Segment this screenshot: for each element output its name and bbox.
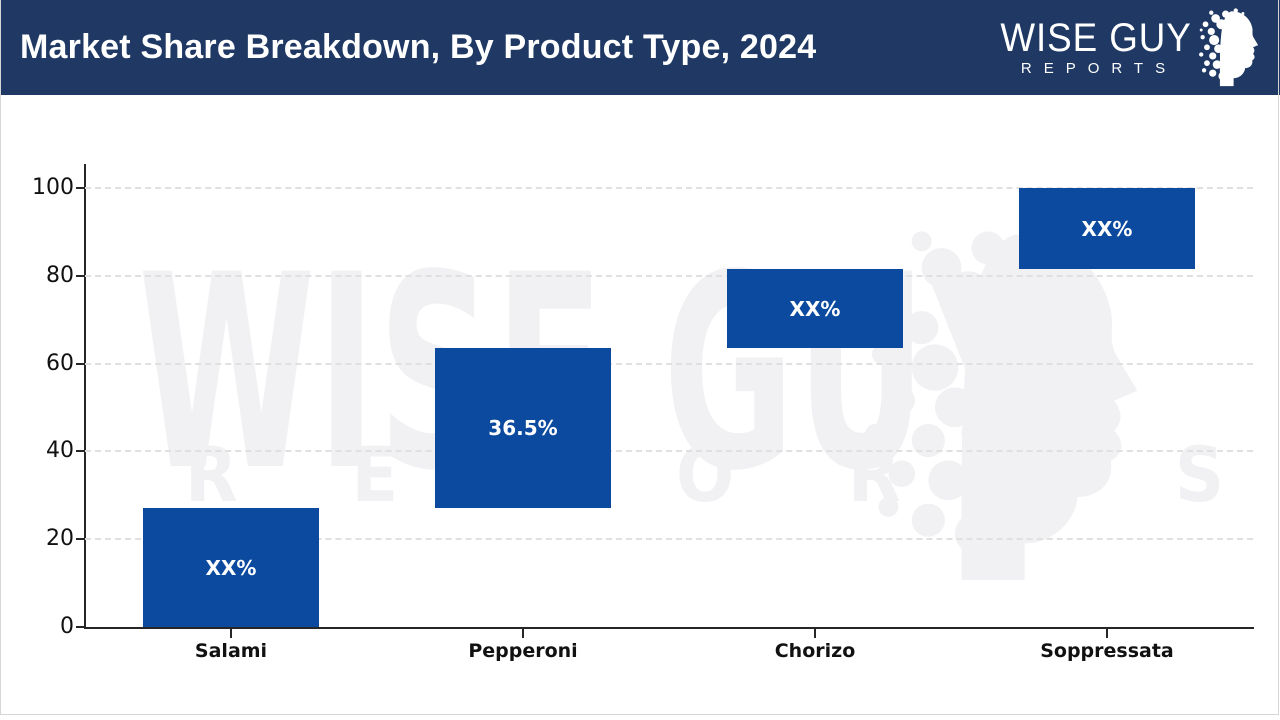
header-bar: Market Share Breakdown, By Product Type,… <box>0 0 1280 95</box>
y-tick-80 <box>76 274 85 277</box>
x-category-label-salami: Salami <box>194 640 268 662</box>
y-tick-label-80: 80 <box>46 262 74 288</box>
bar-value-label: 36.5% <box>488 416 558 441</box>
bar-value-label: XX% <box>1081 216 1133 241</box>
bar-chorizo[interactable]: XX% <box>727 269 903 349</box>
bar-soppressata[interactable]: XX% <box>1019 187 1195 270</box>
y-tick-100 <box>76 186 85 189</box>
x-category-label-chorizo: Chorizo <box>774 640 856 662</box>
x-tick-salami <box>230 629 232 638</box>
x-category-label-soppressata: Soppressata <box>1040 640 1174 662</box>
gridline-100 <box>85 186 1253 189</box>
bar-value-label: XX% <box>789 296 841 321</box>
gridline-40 <box>85 450 1253 453</box>
y-axis-line <box>84 164 86 629</box>
y-tick-0 <box>76 626 85 628</box>
logo-wordmark: WISE GUY <box>1000 16 1192 60</box>
logo-subtitle: REPORTS <box>1020 60 1178 77</box>
y-tick-label-60: 60 <box>46 350 74 376</box>
y-tick-label-20: 20 <box>46 526 74 552</box>
y-tick-20 <box>76 538 85 541</box>
logo-text: WISE GUY REPORTS <box>992 18 1200 77</box>
x-category-label-pepperoni: Pepperoni <box>468 640 578 662</box>
x-axis-line <box>84 627 1254 629</box>
y-tick-60 <box>76 362 85 365</box>
dotted-head-icon <box>1194 8 1266 88</box>
x-tick-soppressata <box>1106 629 1108 638</box>
gridline-20 <box>85 538 1253 541</box>
bar-salami[interactable]: XX% <box>143 508 319 627</box>
wise-guy-logo: WISE GUY REPORTS <box>992 8 1266 88</box>
y-tick-40 <box>76 450 85 453</box>
gridline-60 <box>85 362 1253 365</box>
y-tick-label-0: 0 <box>60 614 74 639</box>
y-tick-label-100: 100 <box>32 174 74 200</box>
x-tick-pepperoni <box>522 629 524 638</box>
bar-value-label: XX% <box>205 555 257 580</box>
gridline-80 <box>85 274 1253 277</box>
y-tick-label-40: 40 <box>46 438 74 464</box>
bar-pepperoni[interactable]: 36.5% <box>435 348 611 509</box>
x-tick-chorizo <box>814 629 816 638</box>
page-title: Market Share Breakdown, By Product Type,… <box>20 28 817 66</box>
